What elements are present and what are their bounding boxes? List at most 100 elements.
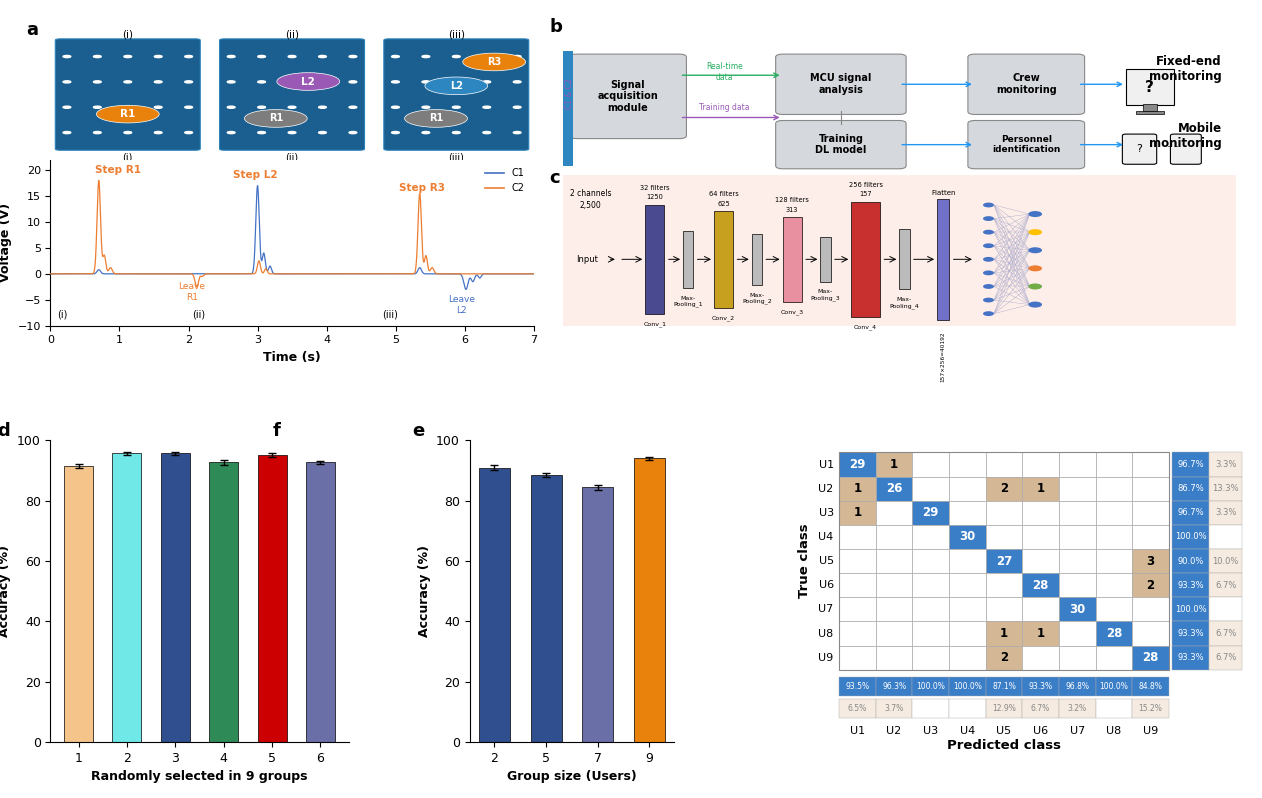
Text: U6: U6 <box>1034 726 1049 737</box>
Text: (i): (i) <box>122 30 134 39</box>
Circle shape <box>514 55 521 57</box>
Circle shape <box>391 106 399 109</box>
Bar <box>1022 500 1059 525</box>
Line: C2: C2 <box>50 180 534 286</box>
Circle shape <box>184 81 193 83</box>
Bar <box>1059 500 1095 525</box>
Text: (i): (i) <box>57 310 68 320</box>
Text: 84.8%: 84.8% <box>1138 682 1162 691</box>
Text: Crew
monitoring: Crew monitoring <box>996 73 1056 95</box>
Bar <box>876 573 912 597</box>
Bar <box>839 525 876 549</box>
Bar <box>839 677 876 697</box>
Bar <box>1059 476 1095 500</box>
Text: U9: U9 <box>1143 726 1159 737</box>
Text: U7: U7 <box>819 604 834 614</box>
FancyBboxPatch shape <box>56 39 201 150</box>
Text: (iii): (iii) <box>448 153 464 163</box>
Text: U1: U1 <box>819 460 834 469</box>
Bar <box>986 597 1022 622</box>
Bar <box>876 646 912 670</box>
Text: 93.3%: 93.3% <box>1177 629 1204 638</box>
FancyBboxPatch shape <box>968 54 1084 114</box>
Text: 96.8%: 96.8% <box>1065 682 1089 691</box>
Text: c: c <box>549 169 560 187</box>
Text: 1: 1 <box>853 506 862 519</box>
Circle shape <box>391 81 399 83</box>
Text: 2 channels: 2 channels <box>569 189 611 198</box>
Text: Predicted class: Predicted class <box>946 738 1061 752</box>
Text: 6.7%: 6.7% <box>1215 629 1237 638</box>
Bar <box>912 452 949 476</box>
Text: 1250: 1250 <box>646 195 664 200</box>
Bar <box>683 231 693 288</box>
Bar <box>1172 500 1209 525</box>
Circle shape <box>124 55 131 57</box>
Text: ?: ? <box>1146 80 1155 95</box>
Text: 625: 625 <box>717 200 729 207</box>
Circle shape <box>453 132 461 133</box>
FancyBboxPatch shape <box>569 54 687 139</box>
Bar <box>1209 500 1242 525</box>
Bar <box>839 646 876 670</box>
Text: 93.3%: 93.3% <box>1177 653 1204 662</box>
Text: ?: ? <box>1137 144 1142 154</box>
Text: 28: 28 <box>1032 579 1049 592</box>
Bar <box>645 205 665 314</box>
Circle shape <box>257 81 265 83</box>
Text: Real-time: Real-time <box>705 62 742 71</box>
Bar <box>1209 476 1242 500</box>
Bar <box>1059 597 1095 622</box>
Bar <box>160 453 189 742</box>
Text: 1: 1 <box>853 482 862 495</box>
Bar <box>851 202 880 317</box>
FancyBboxPatch shape <box>220 39 365 150</box>
Circle shape <box>350 55 357 57</box>
Text: 26: 26 <box>886 482 902 495</box>
Circle shape <box>391 55 399 57</box>
C2 <box>68 269 83 279</box>
Circle shape <box>1029 283 1042 290</box>
Text: 100.0%: 100.0% <box>1175 532 1206 541</box>
Bar <box>839 452 1169 670</box>
Text: 90.0%: 90.0% <box>1177 556 1204 566</box>
Circle shape <box>96 105 159 123</box>
Circle shape <box>983 298 994 302</box>
Text: 28: 28 <box>1142 651 1159 664</box>
Text: 32 filters: 32 filters <box>640 185 670 192</box>
Bar <box>912 597 949 622</box>
Circle shape <box>93 106 101 109</box>
Bar <box>839 597 876 622</box>
Bar <box>1095 549 1132 573</box>
Circle shape <box>514 81 521 83</box>
Bar <box>936 199 949 320</box>
Bar <box>1059 622 1095 646</box>
Bar <box>1022 549 1059 573</box>
Bar <box>949 573 986 597</box>
Bar <box>839 549 876 573</box>
Text: Max-
Pooling_4: Max- Pooling_4 <box>890 297 919 309</box>
Bar <box>1095 646 1132 670</box>
Circle shape <box>124 106 131 109</box>
Bar <box>876 699 912 718</box>
C1 <box>235 269 250 279</box>
Text: Input: Input <box>577 255 598 264</box>
Text: Max-
Pooling_1: Max- Pooling_1 <box>674 295 703 307</box>
Text: 2: 2 <box>1000 651 1008 664</box>
Text: Training
DL model: Training DL model <box>815 134 867 156</box>
Text: 313: 313 <box>786 207 799 212</box>
Bar <box>1022 476 1059 500</box>
Text: 93.3%: 93.3% <box>1177 581 1204 590</box>
Bar <box>1022 525 1059 549</box>
Text: U8: U8 <box>1107 726 1122 737</box>
Bar <box>64 466 93 742</box>
Text: (iii): (iii) <box>382 310 398 320</box>
Text: Leave
R1: Leave R1 <box>178 282 206 302</box>
Bar <box>912 573 949 597</box>
Bar <box>782 217 801 302</box>
Y-axis label: Voltage (V): Voltage (V) <box>0 203 11 282</box>
Circle shape <box>983 257 994 262</box>
C1 <box>526 269 541 279</box>
Bar <box>876 525 912 549</box>
Text: Training data: Training data <box>699 103 750 112</box>
